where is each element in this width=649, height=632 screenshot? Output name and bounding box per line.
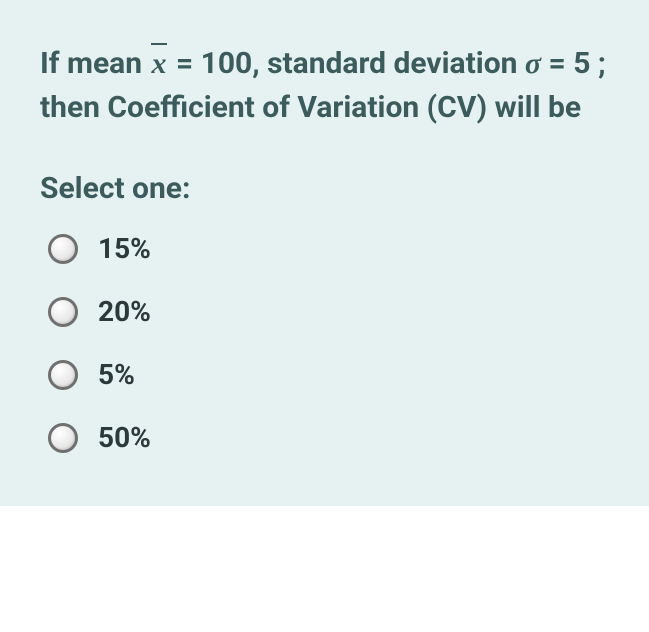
- question-card: If mean x = 100, standard deviation σ = …: [0, 0, 649, 506]
- option-3[interactable]: 5%: [48, 358, 609, 391]
- option-label: 20%: [98, 295, 151, 328]
- options-group: 15% 20% 5% 50%: [40, 232, 609, 454]
- option-1[interactable]: 15%: [48, 232, 609, 265]
- radio-icon[interactable]: [48, 360, 78, 390]
- select-prompt: Select one:: [40, 171, 609, 206]
- question-part2: = 100, standard deviation: [168, 46, 524, 81]
- x-bar-symbol: x: [149, 42, 168, 86]
- option-label: 5%: [98, 358, 135, 391]
- radio-icon[interactable]: [48, 234, 78, 264]
- question-text: If mean x = 100, standard deviation σ = …: [40, 42, 609, 129]
- sigma-symbol: σ: [525, 47, 541, 80]
- radio-icon[interactable]: [48, 423, 78, 453]
- option-2[interactable]: 20%: [48, 295, 609, 328]
- question-part1: If mean: [40, 46, 149, 81]
- option-label: 50%: [98, 421, 151, 454]
- option-4[interactable]: 50%: [48, 421, 609, 454]
- radio-icon[interactable]: [48, 297, 78, 327]
- option-label: 15%: [98, 232, 151, 265]
